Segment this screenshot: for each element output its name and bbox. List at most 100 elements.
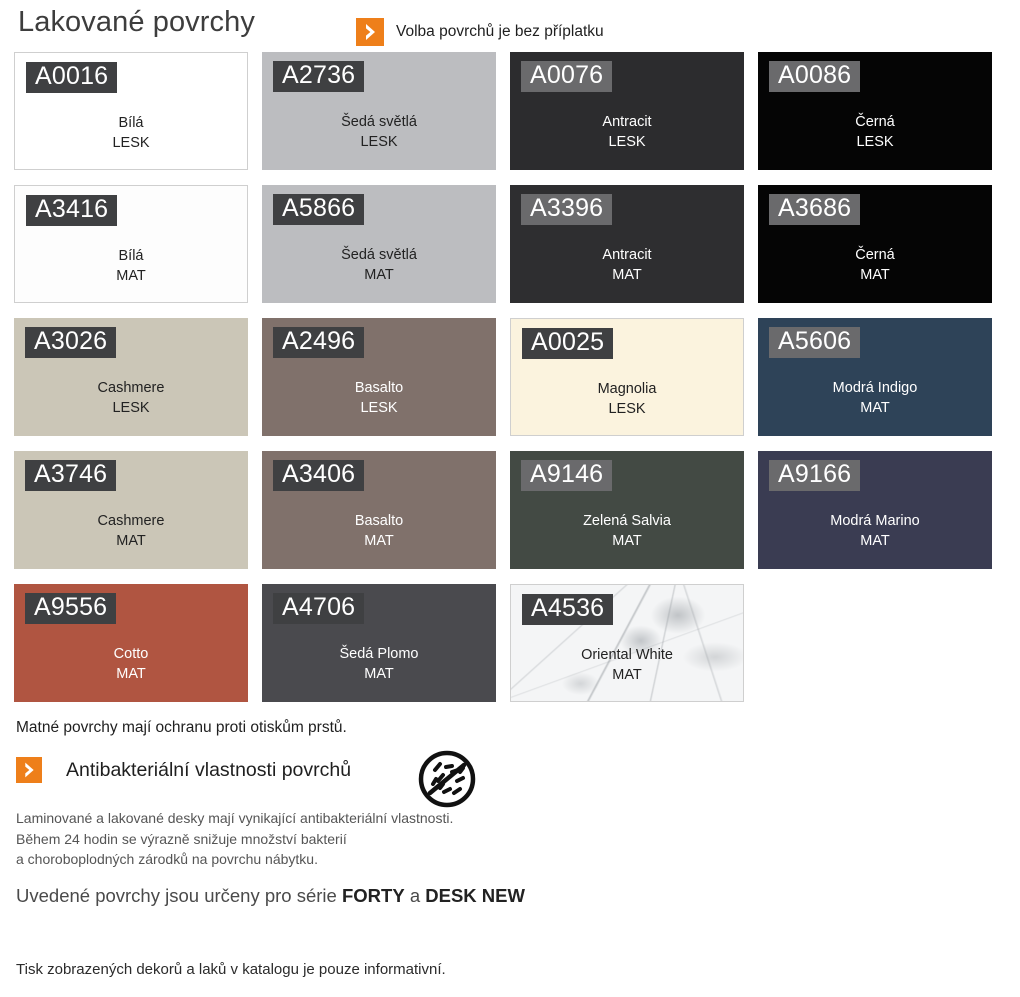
swatch-finish-label: MAT <box>364 666 394 682</box>
swatch-code-badge: A3406 <box>273 460 365 491</box>
antibacterial-line: a choroboplodných zárodků na povrchu náb… <box>16 851 318 867</box>
swatch-finish-label: MAT <box>612 667 642 683</box>
swatch-finish-label: LESK <box>608 401 646 417</box>
swatch-caption: Antracit MAT <box>510 245 744 285</box>
swatch-cell: A9166 Modrá Marino MAT <box>758 451 1006 584</box>
swatch-color-name: Magnolia <box>597 381 657 397</box>
swatch-code-badge: A0025 <box>522 328 614 359</box>
swatch-finish-label: MAT <box>860 533 890 549</box>
swatch-color-name: Bílá <box>118 115 144 131</box>
swatch-finish-label: LESK <box>112 135 150 151</box>
swatch-caption: Bílá MAT <box>15 246 247 286</box>
swatch-finish-label: MAT <box>116 268 146 284</box>
swatch-color-name: Cashmere <box>97 513 165 529</box>
antibacterial-title: Antibakteriální vlastnosti povrchů <box>66 758 352 781</box>
finish-swatch[interactable]: A2496 Basalto LESK <box>262 318 496 436</box>
swatch-code-badge: A3686 <box>769 194 861 225</box>
finish-swatch[interactable]: A0086 Černá LESK <box>758 52 992 170</box>
swatch-color-name: Šedá Plomo <box>339 646 419 662</box>
finish-swatch[interactable]: A9556 Cotto MAT <box>14 584 248 702</box>
finish-swatch[interactable]: A0076 Antracit LESK <box>510 52 744 170</box>
swatch-finish-label: MAT <box>612 267 642 283</box>
swatch-cell: A2496 Basalto LESK <box>262 318 510 451</box>
series-name-forty: FORTY <box>341 885 405 906</box>
swatch-color-name: Basalto <box>354 513 404 529</box>
series-note-prefix: Uvedené povrchy jsou určeny pro série <box>16 885 342 906</box>
swatch-color-name: Černá <box>855 114 895 130</box>
swatch-cell: A3686 Černá MAT <box>758 185 1006 318</box>
swatch-caption: Cotto MAT <box>14 644 248 684</box>
swatch-color-name: Šedá světlá <box>341 114 417 130</box>
matte-fingerprint-note: Matné povrchy mají ochranu proti otiskům… <box>16 719 347 736</box>
swatch-finish-label: LESK <box>112 400 150 416</box>
swatch-code-badge: A2736 <box>273 61 365 92</box>
swatch-finish-label: MAT <box>116 533 146 549</box>
swatch-color-name: Cotto <box>113 646 149 662</box>
swatch-caption: Oriental White MAT <box>511 645 743 685</box>
swatch-color-name: Oriental White <box>581 647 673 663</box>
antibacterial-line: Během 24 hodin se výrazně snižuje množst… <box>16 830 347 847</box>
swatch-code-badge: A2496 <box>273 327 365 358</box>
finish-swatch[interactable]: A5866 Šedá světlá MAT <box>262 185 496 303</box>
finish-swatch[interactable]: A0016 Bílá LESK <box>14 52 248 170</box>
finish-swatch[interactable]: A4706 Šedá Plomo MAT <box>262 584 496 702</box>
finish-swatch[interactable]: A3416 Bílá MAT <box>14 185 248 303</box>
swatch-color-name: Bílá <box>118 248 144 264</box>
swatch-code-badge: A4706 <box>273 593 365 624</box>
swatch-color-name: Černá <box>855 247 895 263</box>
swatch-cell: A3406 Basalto MAT <box>262 451 510 584</box>
finish-swatch[interactable]: A9146 Zelená Salvia MAT <box>510 451 744 569</box>
series-note-join: a <box>404 885 426 906</box>
finish-swatch[interactable]: A3396 Antracit MAT <box>510 185 744 303</box>
finish-swatch[interactable]: A5606 Modrá Indigo MAT <box>758 318 992 436</box>
swatch-caption: Cashmere MAT <box>14 511 248 551</box>
swatch-code-badge: A3416 <box>26 195 118 226</box>
swatch-finish-label: LESK <box>360 134 398 150</box>
finish-swatch[interactable]: A4536 Oriental White MAT <box>510 584 744 702</box>
series-note: Uvedené povrchy jsou určeny pro série FO… <box>16 885 525 907</box>
swatch-cell: A0016 Bílá LESK <box>14 52 262 185</box>
swatch-cell: A5866 Šedá světlá MAT <box>262 185 510 318</box>
swatch-cell: A3396 Antracit MAT <box>510 185 758 318</box>
swatch-finish-label: LESK <box>360 400 398 416</box>
swatch-cell: A5606 Modrá Indigo MAT <box>758 318 1006 451</box>
swatch-code-badge: A9556 <box>25 593 117 624</box>
swatch-cell: A3416 Bílá MAT <box>14 185 262 318</box>
swatch-cell: A0086 Černá LESK <box>758 52 1006 185</box>
swatch-caption: Basalto MAT <box>262 511 496 551</box>
swatch-finish-label: MAT <box>364 267 394 283</box>
swatch-color-name: Zelená Salvia <box>583 513 671 529</box>
swatch-caption: Modrá Indigo MAT <box>758 378 992 418</box>
swatch-color-name: Modrá Indigo <box>832 380 918 396</box>
swatch-color-name: Basalto <box>354 380 404 396</box>
swatch-finish-label: LESK <box>608 134 646 150</box>
swatch-caption: Černá MAT <box>758 245 992 285</box>
finish-swatch[interactable]: A2736 Šedá světlá LESK <box>262 52 496 170</box>
finish-swatch[interactable]: A3746 Cashmere MAT <box>14 451 248 569</box>
swatch-caption: Černá LESK <box>758 112 992 152</box>
page-title: Lakované povrchy <box>18 6 255 38</box>
finish-swatch[interactable]: A3026 Cashmere LESK <box>14 318 248 436</box>
page-header: Lakované povrchy Volba povrchů je bez př… <box>14 6 1006 46</box>
swatch-color-name: Antracit <box>602 247 652 263</box>
swatch-caption: Bílá LESK <box>15 113 247 153</box>
swatch-code-badge: A3746 <box>25 460 117 491</box>
chevron-right-icon <box>356 18 384 46</box>
swatch-code-badge: A3026 <box>25 327 117 358</box>
finish-swatch[interactable]: A3406 Basalto MAT <box>262 451 496 569</box>
swatch-cell: A3026 Cashmere LESK <box>14 318 262 451</box>
swatch-color-name: Šedá světlá <box>341 247 417 263</box>
finish-swatch[interactable]: A3686 Černá MAT <box>758 185 992 303</box>
swatch-code-badge: A4536 <box>522 594 614 625</box>
swatch-finish-label: MAT <box>116 666 146 682</box>
swatch-cell: A4706 Šedá Plomo MAT <box>262 584 510 717</box>
swatch-caption: Zelená Salvia MAT <box>510 511 744 551</box>
swatch-code-badge: A0076 <box>521 61 613 92</box>
swatch-finish-label: MAT <box>860 400 890 416</box>
antibacterial-heading: Antibakteriální vlastnosti povrchů <box>16 757 351 783</box>
antibacterial-line: Laminované a lakované desky mají vynikaj… <box>16 810 454 826</box>
swatch-caption: Šedá světlá LESK <box>262 112 496 152</box>
swatch-cell: A9146 Zelená Salvia MAT <box>510 451 758 584</box>
finish-swatch[interactable]: A0025 Magnolia LESK <box>510 318 744 436</box>
finish-swatch[interactable]: A9166 Modrá Marino MAT <box>758 451 992 569</box>
